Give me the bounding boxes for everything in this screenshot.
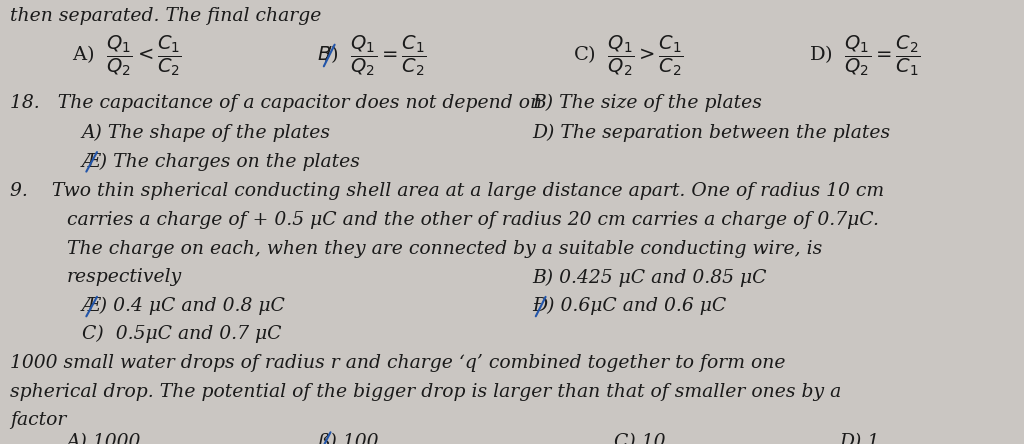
Text: The charge on each, when they are connected by a suitable conducting wire, is: The charge on each, when they are connec… xyxy=(67,240,822,258)
Text: B) 0.425 μC and 0.85 μC: B) 0.425 μC and 0.85 μC xyxy=(532,268,767,287)
Text: then separated. The final charge: then separated. The final charge xyxy=(10,7,322,24)
Text: A) 1000: A) 1000 xyxy=(67,433,141,444)
Text: C)  0.5μC and 0.7 μC: C) 0.5μC and 0.7 μC xyxy=(82,325,282,343)
Text: respectively: respectively xyxy=(67,269,182,286)
Text: B) The size of the plates: B) The size of the plates xyxy=(532,94,762,112)
Text: Æ) The charges on the plates: Æ) The charges on the plates xyxy=(82,153,360,171)
Text: D)  $\dfrac{Q_1}{Q_2} = \dfrac{C_2}{C_1}$: D) $\dfrac{Q_1}{Q_2} = \dfrac{C_2}{C_1}$ xyxy=(809,33,921,78)
Text: $B\!\!/$)  $\dfrac{Q_1}{Q_2} = \dfrac{C_1}{C_2}$: $B\!\!/$) $\dfrac{Q_1}{Q_2} = \dfrac{C_1… xyxy=(317,33,427,78)
Text: 1000 small water drops of radius r and charge ‘q’ combined together to form one: 1000 small water drops of radius r and c… xyxy=(10,354,785,372)
Text: 18.   The capacitance of a capacitor does not depend on: 18. The capacitance of a capacitor does … xyxy=(10,94,543,112)
Text: carries a charge of + 0.5 μC and the other of radius 20 cm carries a charge of 0: carries a charge of + 0.5 μC and the oth… xyxy=(67,211,879,229)
Text: 9.    Two thin spherical conducting shell area at a large distance apart. One of: 9. Two thin spherical conducting shell a… xyxy=(10,182,885,200)
Text: ß) 100: ß) 100 xyxy=(317,432,379,444)
Text: spherical drop. The potential of the bigger drop is larger than that of smaller : spherical drop. The potential of the big… xyxy=(10,383,842,400)
Text: D) 1: D) 1 xyxy=(840,433,880,444)
Text: A)  $\dfrac{Q_1}{Q_2} < \dfrac{C_1}{C_2}$: A) $\dfrac{Q_1}{Q_2} < \dfrac{C_1}{C_2}$ xyxy=(72,33,181,78)
Text: C) 10: C) 10 xyxy=(614,433,666,444)
Text: A) The shape of the plates: A) The shape of the plates xyxy=(82,124,331,143)
Text: Æ) 0.4 μC and 0.8 μC: Æ) 0.4 μC and 0.8 μC xyxy=(82,297,286,316)
Text: factor: factor xyxy=(10,411,67,428)
Text: Ð) 0.6μC and 0.6 μC: Ð) 0.6μC and 0.6 μC xyxy=(532,297,727,316)
Text: D) The separation between the plates: D) The separation between the plates xyxy=(532,124,891,143)
Text: C)  $\dfrac{Q_1}{Q_2} > \dfrac{C_1}{C_2}$: C) $\dfrac{Q_1}{Q_2} > \dfrac{C_1}{C_2}$ xyxy=(573,33,684,78)
